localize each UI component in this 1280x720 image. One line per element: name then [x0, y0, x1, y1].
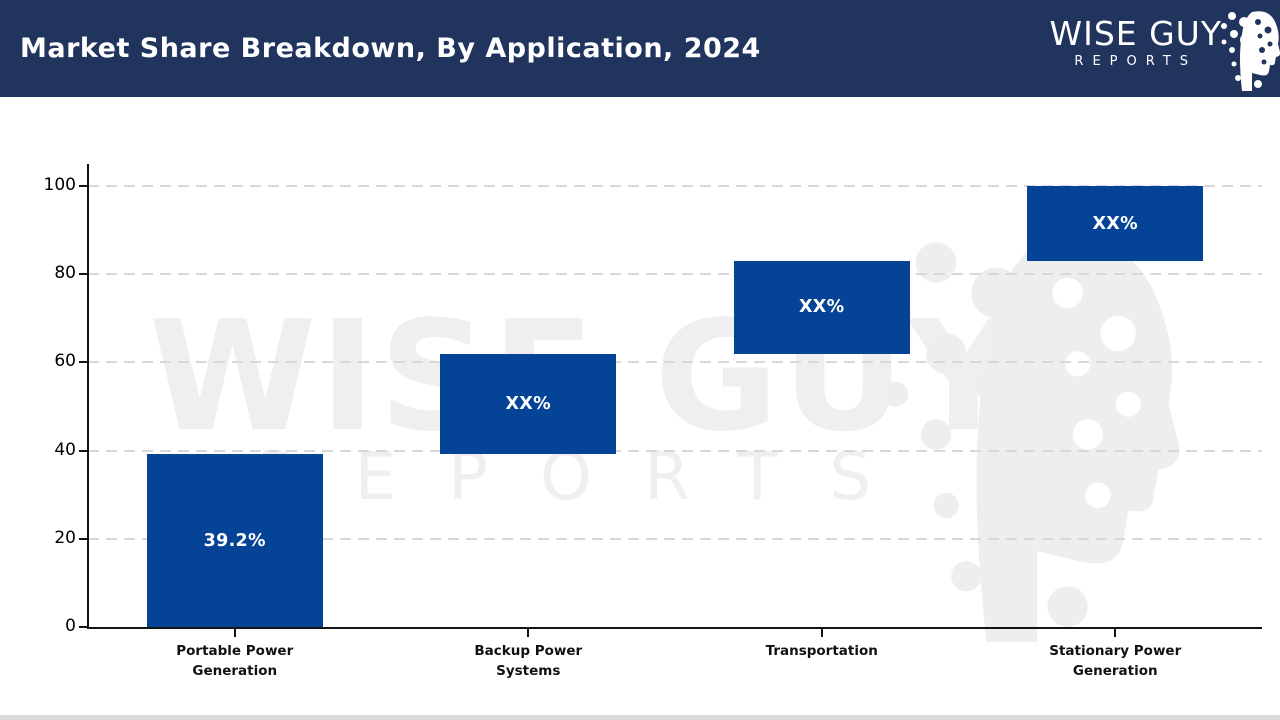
- bar-stationary-power-generation: XX%: [1027, 186, 1204, 261]
- bar-value-label: XX%: [505, 393, 551, 414]
- x-tick: [1114, 629, 1117, 637]
- gridline: [88, 449, 1262, 452]
- watermark-head-icon: [880, 238, 1180, 642]
- y-tick-label: 100: [43, 175, 76, 196]
- y-tick: [79, 537, 88, 540]
- y-tick-label: 80: [54, 263, 76, 284]
- y-tick: [79, 626, 88, 628]
- y-tick-label: 0: [65, 616, 76, 636]
- y-tick-label: 40: [54, 439, 76, 460]
- header-bar: Market Share Breakdown, By Application, …: [0, 0, 1280, 97]
- category-label: Backup Power Systems: [474, 643, 583, 679]
- x-tick: [527, 629, 530, 637]
- category-label: Portable Power Generation: [176, 643, 294, 679]
- brand-logo: WISE GUY REPORTS: [1020, 0, 1280, 97]
- logo-head-icon: [1221, 11, 1280, 91]
- bar-backup-power-systems: XX%: [440, 353, 617, 455]
- logo-wordmark: WISE GUY: [1049, 14, 1222, 53]
- gridline: [88, 273, 1262, 276]
- y-tick: [79, 273, 88, 276]
- bar-value-label: XX%: [1092, 213, 1138, 234]
- bar-transportation: XX%: [733, 261, 910, 354]
- gridline: [88, 537, 1262, 540]
- bar-value-label: 39.2%: [203, 530, 266, 551]
- footer-strip: [0, 715, 1280, 720]
- category-label: Stationary Power Generation: [1049, 643, 1182, 679]
- y-axis: [87, 164, 89, 629]
- bar-portable-power-generation: 39.2%: [146, 454, 323, 627]
- logo-text: WISE GUY REPORTS: [1049, 14, 1222, 70]
- gridline: [88, 361, 1262, 364]
- y-tick-label: 60: [54, 351, 76, 372]
- gridline: [88, 185, 1262, 188]
- category-label: Transportation: [765, 643, 878, 659]
- page-title: Market Share Breakdown, By Application, …: [20, 33, 761, 64]
- bar-value-label: XX%: [799, 297, 845, 318]
- x-tick: [233, 629, 236, 637]
- y-tick: [79, 449, 88, 452]
- y-tick: [79, 185, 88, 188]
- x-axis: [87, 627, 1262, 629]
- y-tick: [79, 361, 88, 364]
- x-tick: [820, 629, 823, 637]
- logo-subtext: REPORTS: [1074, 54, 1198, 69]
- y-tick-label: 20: [54, 527, 76, 548]
